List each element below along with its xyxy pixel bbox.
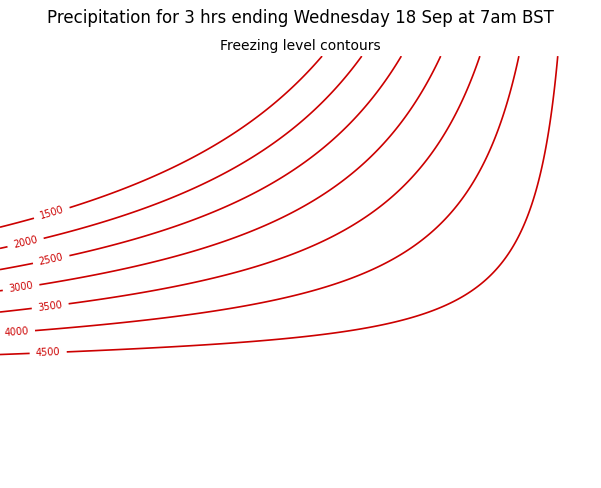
Text: 3500: 3500 [37,300,63,313]
Text: 1500: 1500 [38,205,65,222]
Text: 2500: 2500 [38,252,64,267]
Text: 3000: 3000 [8,281,34,294]
Text: 4000: 4000 [4,326,29,338]
Text: 2000: 2000 [13,235,38,250]
Text: Freezing level contours: Freezing level contours [220,39,381,53]
Text: Precipitation for 3 hrs ending Wednesday 18 Sep at 7am BST: Precipitation for 3 hrs ending Wednesday… [47,9,554,27]
Text: 4500: 4500 [35,347,61,358]
